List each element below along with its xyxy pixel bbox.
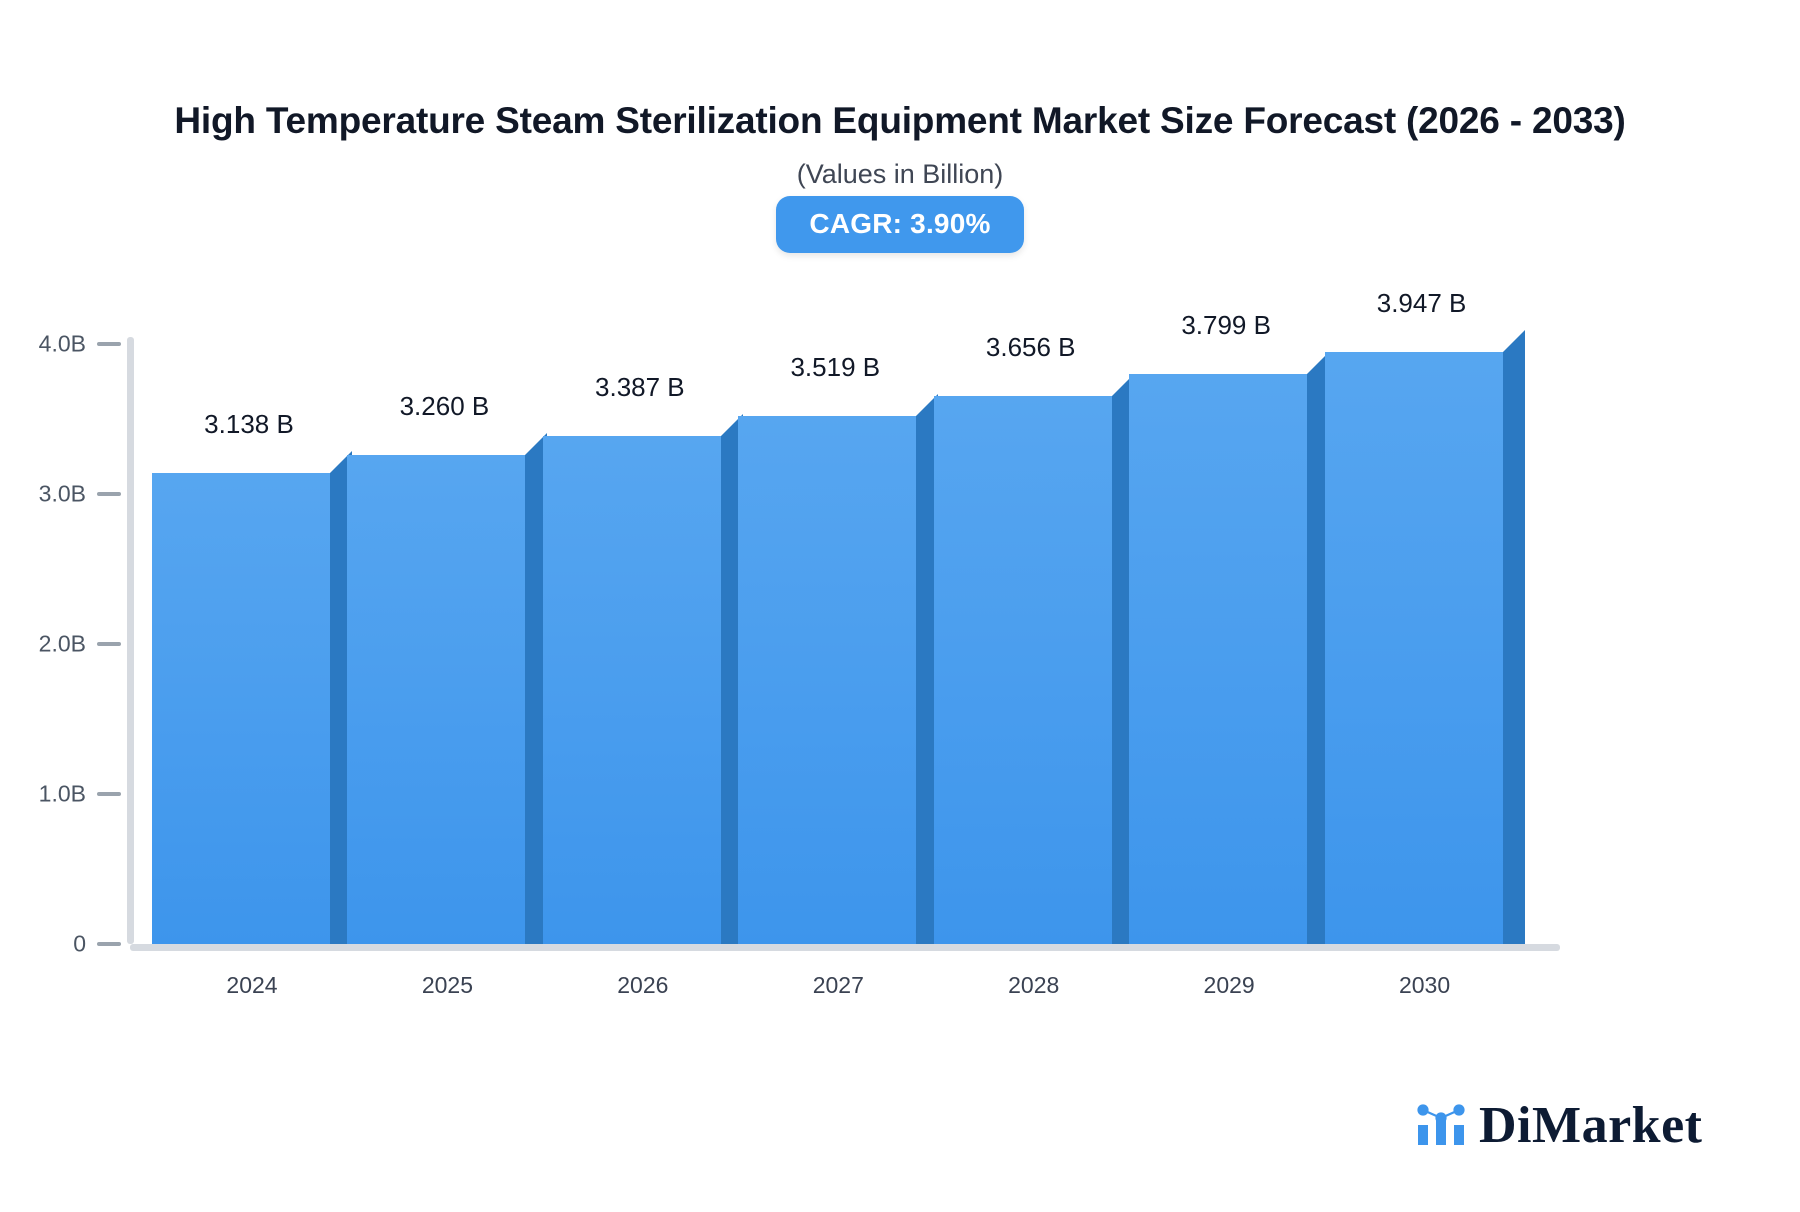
y-axis-tick-mark — [97, 942, 121, 946]
bar-side-face — [1502, 351, 1525, 944]
bar-value-label: 3.387 B — [595, 371, 685, 402]
bar-column[interactable] — [1129, 352, 1330, 944]
bar-column[interactable] — [933, 373, 1134, 944]
bar-front-face — [152, 473, 330, 944]
bar-top-bevel — [1502, 329, 1525, 352]
bar-front-face — [933, 395, 1112, 944]
x-axis-tick-label: 2029 — [1203, 972, 1255, 998]
bar-side-face — [525, 455, 548, 944]
bar-front-face — [542, 435, 721, 944]
logo-text: DiMarket — [1479, 1097, 1703, 1154]
bar-chart-line-icon — [1415, 1101, 1467, 1152]
bar-top-bevel — [720, 413, 743, 436]
bar-value-label: 3.260 B — [399, 391, 490, 421]
bar-front-face — [738, 416, 917, 944]
dimarket-logo: DiMarket — [1415, 1100, 1702, 1152]
bar-front-face — [347, 455, 526, 944]
bar-top-bevel — [916, 394, 939, 417]
x-axis-tick-label: 2030 — [1398, 972, 1451, 998]
y-axis-tick-label: 1.0B — [38, 780, 86, 807]
bar-value-label: 3.656 B — [985, 331, 1076, 362]
y-axis-tick-mark — [97, 642, 121, 646]
y-axis-tick-label: 2.0B — [38, 630, 86, 657]
y-axis-tick-mark — [97, 792, 121, 796]
y-axis-tick-label: 4.0B — [38, 330, 86, 357]
bar-top-bevel — [1307, 352, 1330, 375]
y-axis-tick-label: 0 — [73, 930, 86, 957]
x-axis-tick-label: 2024 — [226, 972, 278, 998]
y-axis-tick-mark — [97, 492, 121, 496]
bar-value-label: 3.138 B — [204, 409, 294, 440]
bar-column[interactable] — [347, 433, 548, 944]
bar-top-bevel — [525, 433, 548, 455]
bar-column[interactable] — [542, 413, 743, 944]
bar-side-face — [1111, 395, 1134, 944]
cagr-badge: CAGR: 3.90% — [776, 196, 1024, 254]
x-axis-tick-label: 2027 — [812, 972, 864, 998]
bar-column[interactable] — [738, 394, 939, 944]
bar-front-face — [1324, 351, 1503, 944]
bar-top-bevel — [330, 451, 352, 474]
bar-side-face — [1307, 374, 1330, 944]
bar-value-label: 3.799 B — [1181, 310, 1271, 341]
bar-front-face — [1129, 374, 1308, 944]
x-axis-tick-label: 2028 — [1008, 972, 1060, 998]
x-axis-tick-label: 2025 — [421, 972, 474, 998]
bar-side-face — [916, 416, 939, 944]
x-axis-line — [130, 944, 1560, 951]
bar-column[interactable] — [152, 451, 352, 944]
bar-value-label: 3.947 B — [1376, 287, 1467, 318]
bar-side-face — [720, 435, 743, 944]
bar-value-label: 3.519 B — [790, 352, 881, 383]
chart-subtitle: (Values in Billion) — [796, 159, 1004, 190]
bar-top-bevel — [1111, 373, 1134, 396]
cagr-badge-container: CAGR: 3.90% — [0, 196, 1800, 254]
y-axis-tick-mark — [97, 342, 121, 346]
chart-title: High Temperature Steam Sterilization Equ… — [174, 100, 1626, 141]
y-axis-line — [127, 337, 134, 944]
y-axis-tick-label: 3.0B — [38, 480, 86, 507]
chart-header: High Temperature Steam Sterilization Equ… — [0, 0, 1800, 254]
bar-side-face — [330, 473, 352, 944]
x-axis-tick-label: 2026 — [617, 972, 669, 998]
bar-column[interactable] — [1324, 329, 1525, 944]
